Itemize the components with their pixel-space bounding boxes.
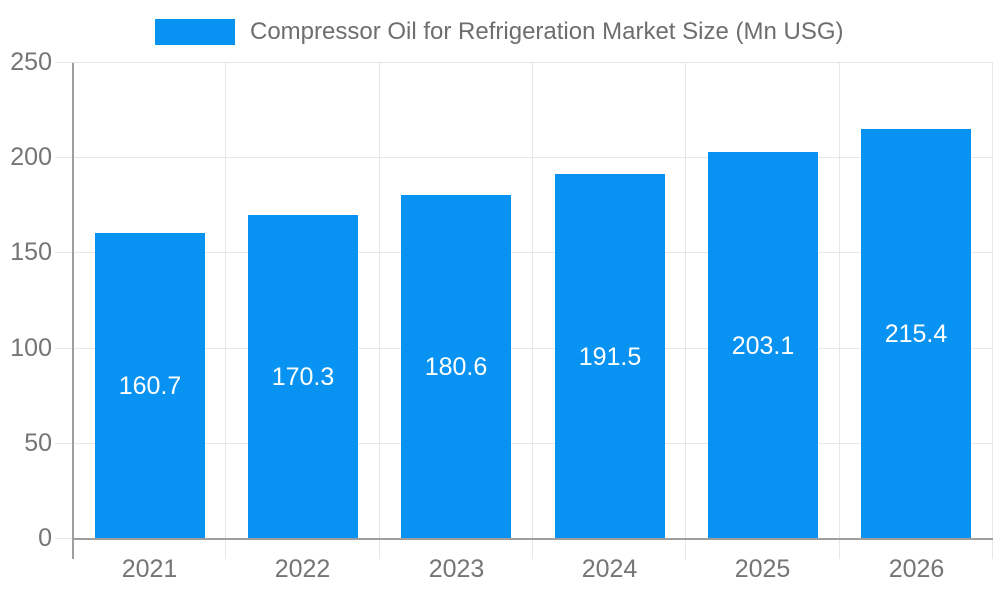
x-gridline	[379, 63, 380, 559]
y-gridline	[55, 443, 993, 444]
bar-2021[interactable]	[95, 233, 205, 539]
x-gridline	[992, 63, 993, 559]
y-gridline	[55, 252, 993, 253]
x-axis-label-2022: 2022	[274, 555, 331, 583]
y-axis-label: 100	[10, 334, 52, 362]
legend-label: Compressor Oil for Refrigeration Market …	[250, 18, 844, 45]
y-axis-line	[72, 63, 74, 559]
bar-2024[interactable]	[555, 174, 665, 539]
legend-swatch	[155, 19, 235, 45]
bar-2023[interactable]	[401, 195, 511, 539]
x-gridline	[839, 63, 840, 559]
x-gridline	[225, 63, 226, 559]
legend[interactable]: Compressor Oil for Refrigeration Market …	[155, 18, 843, 46]
y-axis-label: 150	[10, 238, 52, 266]
y-gridline	[55, 157, 993, 158]
x-axis-label-2026: 2026	[888, 555, 945, 583]
bar-2025[interactable]	[708, 152, 818, 539]
y-axis-label: 0	[38, 524, 52, 552]
x-gridline	[685, 63, 686, 559]
y-gridline	[55, 348, 993, 349]
x-axis-line	[72, 538, 993, 540]
bar-2022[interactable]	[248, 215, 358, 539]
x-gridline	[532, 63, 533, 559]
x-axis-label-2024: 2024	[581, 555, 638, 583]
x-axis-label-2021: 2021	[121, 555, 178, 583]
y-axis-label: 200	[10, 143, 52, 171]
y-axis-label: 50	[24, 429, 52, 457]
x-axis-label-2025: 2025	[734, 555, 791, 583]
y-gridline	[55, 62, 993, 63]
y-axis-label: 250	[10, 48, 52, 76]
x-axis-label-2023: 2023	[428, 555, 485, 583]
bar-2026[interactable]	[861, 129, 971, 539]
